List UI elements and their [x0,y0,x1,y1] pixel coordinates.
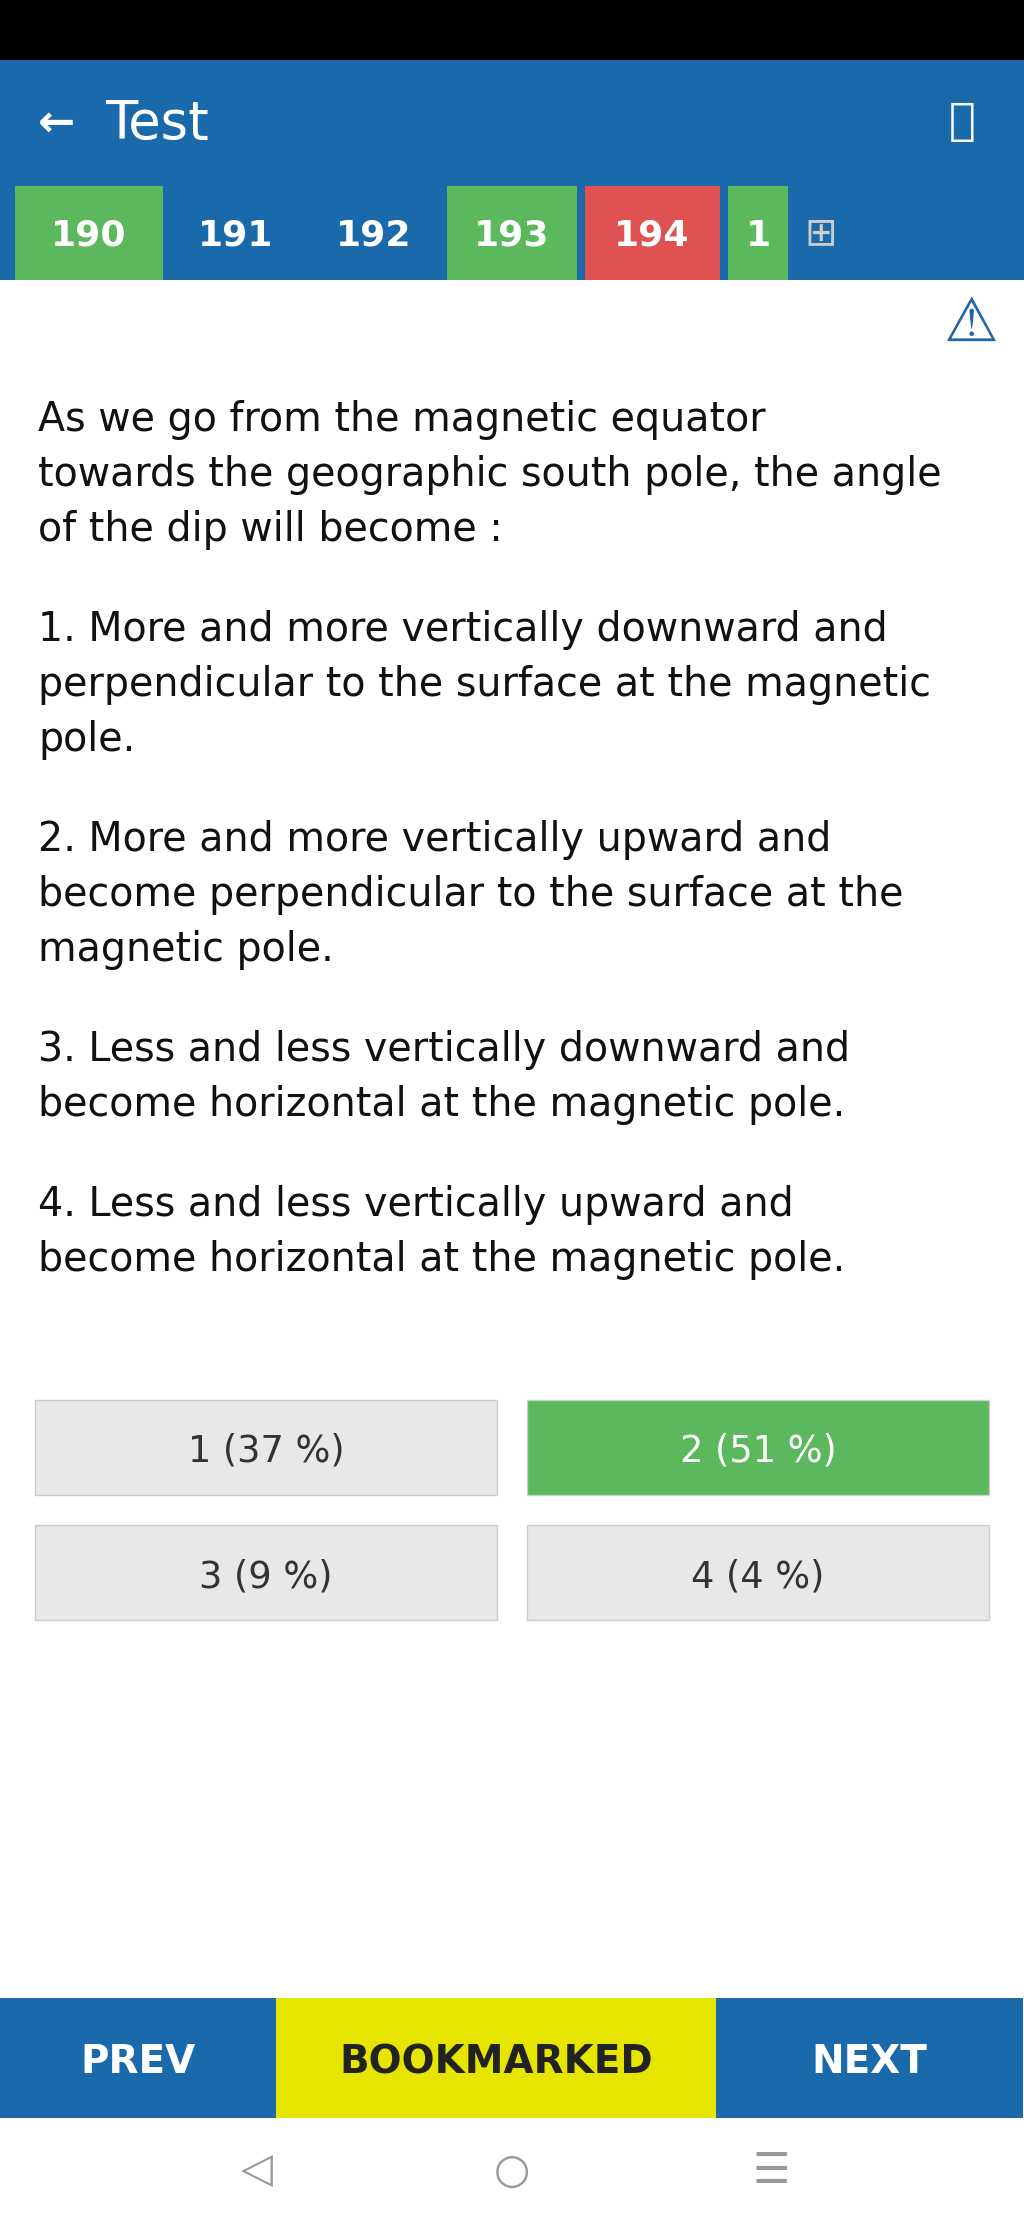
Bar [447,186,577,279]
Bar [35,1526,497,1619]
Bar [0,2118,1024,2218]
Bar [15,186,163,279]
Text: become horizontal at the magnetic pole.: become horizontal at the magnetic pole. [38,1085,845,1125]
Text: 1 (37 %): 1 (37 %) [187,1433,344,1471]
Bar [0,1998,276,2118]
Text: 3 (9 %): 3 (9 %) [200,1557,333,1595]
Text: BOOKMARKED: BOOKMARKED [339,2043,653,2080]
Text: towards the geographic south pole, the angle: towards the geographic south pole, the a… [38,455,942,495]
Bar [0,0,1024,60]
Bar [0,390,1024,2218]
Text: become perpendicular to the surface at the: become perpendicular to the surface at t… [38,874,903,916]
Text: ☰: ☰ [753,2149,791,2191]
Text: of the dip will become :: of the dip will become : [38,510,503,550]
Bar [716,1998,1023,2118]
Text: ←: ← [38,102,75,144]
Text: ○: ○ [494,2149,530,2191]
Text: 4 (4 %): 4 (4 %) [691,1557,824,1595]
Text: NEXT: NEXT [811,2043,927,2080]
Text: pole.: pole. [38,721,135,761]
Bar [35,1400,497,1495]
Text: become horizontal at the magnetic pole.: become horizontal at the magnetic pole. [38,1240,845,1280]
Text: 2 (51 %): 2 (51 %) [680,1433,837,1471]
Bar [527,1400,989,1495]
Bar [309,186,439,279]
Text: 190: 190 [51,220,127,253]
Text: ⊞: ⊞ [804,213,837,253]
Text: 191: 191 [199,220,273,253]
Text: 4. Less and less vertically upward and: 4. Less and less vertically upward and [38,1184,794,1224]
Text: PREV: PREV [80,2043,196,2080]
Bar [0,279,1024,390]
Bar [0,180,1024,279]
Bar [527,1526,989,1619]
Text: 192: 192 [336,220,412,253]
Bar [171,186,301,279]
Bar [585,186,720,279]
Text: magnetic pole.: magnetic pole. [38,929,334,969]
Text: ◁: ◁ [241,2149,273,2191]
Text: perpendicular to the surface at the magnetic: perpendicular to the surface at the magn… [38,665,931,705]
Text: ⚠: ⚠ [944,295,998,355]
Text: 194: 194 [614,220,690,253]
Text: 1. More and more vertically downward and: 1. More and more vertically downward and [38,610,888,650]
Bar [728,186,788,279]
Bar [276,1998,716,2118]
Text: As we go from the magnetic equator: As we go from the magnetic equator [38,399,766,439]
Text: Test: Test [105,98,209,151]
Text: 2. More and more vertically upward and: 2. More and more vertically upward and [38,821,831,861]
Bar [0,60,1024,180]
Text: 🔖: 🔖 [949,100,976,142]
Text: 3. Less and less vertically downward and: 3. Less and less vertically downward and [38,1029,850,1069]
Text: 193: 193 [474,220,550,253]
Text: 1: 1 [745,220,771,253]
